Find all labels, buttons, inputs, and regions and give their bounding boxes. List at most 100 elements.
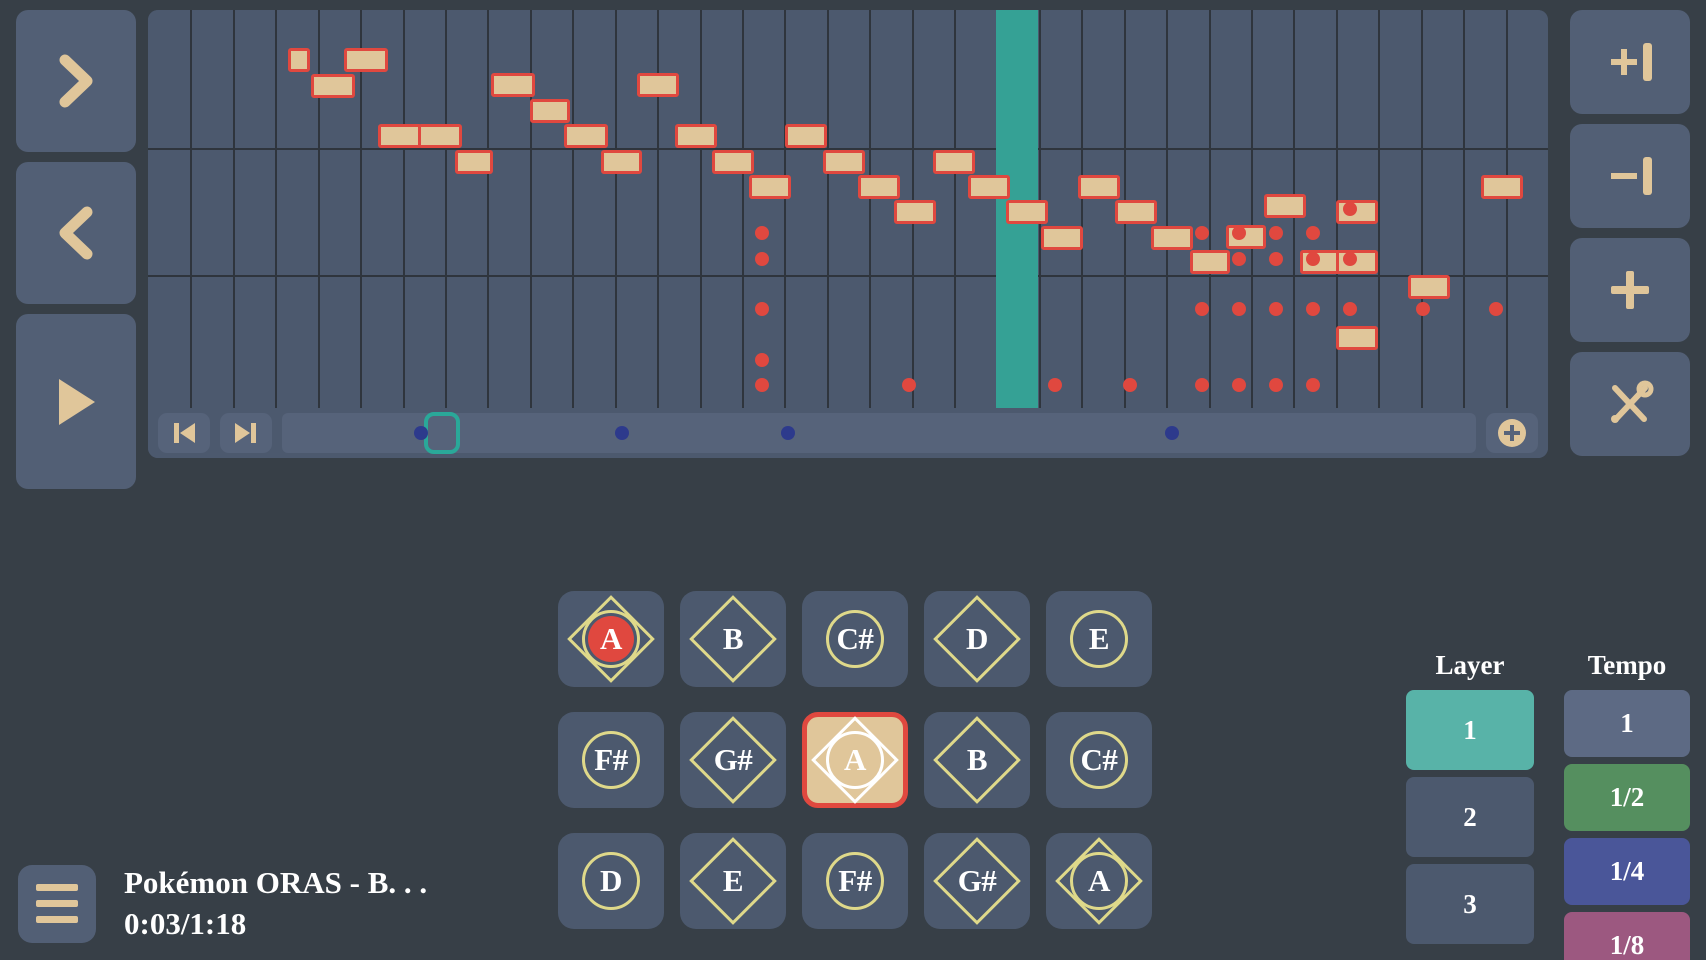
piano-roll-accent-dot[interactable] xyxy=(1269,378,1283,392)
piano-roll-note[interactable] xyxy=(1336,250,1378,274)
piano-roll-note[interactable] xyxy=(491,73,535,97)
piano-roll-note[interactable] xyxy=(1336,326,1378,350)
piano-roll[interactable] xyxy=(148,10,1548,458)
piano-roll-accent-dot[interactable] xyxy=(1232,226,1246,240)
add-note-button[interactable] xyxy=(1570,238,1690,342)
tempo-option-1-8[interactable]: 1/8 xyxy=(1564,912,1690,960)
layer-option-3[interactable]: 3 xyxy=(1406,864,1534,944)
hamburger-menu-button[interactable] xyxy=(18,864,96,943)
piano-roll-note[interactable] xyxy=(823,150,865,174)
note-key-csharp-9[interactable]: C# xyxy=(1046,712,1152,808)
tools-button[interactable] xyxy=(1570,352,1690,456)
piano-roll-note[interactable] xyxy=(344,48,388,72)
piano-roll-accent-dot[interactable] xyxy=(1195,226,1209,240)
piano-roll-accent-dot[interactable] xyxy=(902,378,916,392)
piano-roll-note[interactable] xyxy=(530,99,570,123)
piano-roll-accent-dot[interactable] xyxy=(1306,252,1320,266)
note-key-b-1[interactable]: B xyxy=(680,591,786,687)
note-key-b-8[interactable]: B xyxy=(924,712,1030,808)
note-key-fsharp-5[interactable]: F# xyxy=(558,712,664,808)
page-marker[interactable] xyxy=(615,426,629,440)
piano-roll-accent-dot[interactable] xyxy=(1306,302,1320,316)
piano-roll-note[interactable] xyxy=(1336,200,1378,224)
piano-roll-note[interactable] xyxy=(378,124,422,148)
piano-roll-accent-dot[interactable] xyxy=(1343,202,1357,216)
piano-roll-accent-dot[interactable] xyxy=(755,353,769,367)
piano-roll-note[interactable] xyxy=(933,150,975,174)
piano-roll-note[interactable] xyxy=(601,150,642,174)
skip-to-end-button[interactable] xyxy=(220,413,272,453)
piano-roll-accent-dot[interactable] xyxy=(1343,302,1357,316)
page-cursor[interactable] xyxy=(424,412,460,454)
note-key-gsharp-6[interactable]: G# xyxy=(680,712,786,808)
add-bar-button[interactable] xyxy=(1570,10,1690,114)
page-track[interactable] xyxy=(282,412,1476,454)
piano-roll-accent-dot[interactable] xyxy=(1123,378,1137,392)
page-marker[interactable] xyxy=(414,426,428,440)
tempo-option-1-4[interactable]: 1/4 xyxy=(1564,838,1690,905)
piano-roll-accent-dot[interactable] xyxy=(755,252,769,266)
piano-roll-note[interactable] xyxy=(1078,175,1120,199)
piano-roll-accent-dot[interactable] xyxy=(1416,302,1430,316)
piano-roll-note[interactable] xyxy=(1006,200,1048,224)
piano-roll-note[interactable] xyxy=(455,150,493,174)
page-marker[interactable] xyxy=(1165,426,1179,440)
piano-roll-note[interactable] xyxy=(1481,175,1523,199)
next-page-button[interactable] xyxy=(16,10,136,152)
piano-roll-accent-dot[interactable] xyxy=(1232,252,1246,266)
note-key-fsharp-12[interactable]: F# xyxy=(802,833,908,929)
piano-roll-accent-dot[interactable] xyxy=(1195,302,1209,316)
piano-roll-accent-dot[interactable] xyxy=(1232,302,1246,316)
piano-roll-note[interactable] xyxy=(968,175,1010,199)
piano-roll-note[interactable] xyxy=(311,74,355,98)
piano-roll-accent-dot[interactable] xyxy=(1195,378,1209,392)
piano-roll-accent-dot[interactable] xyxy=(1343,252,1357,266)
layer-option-1[interactable]: 1 xyxy=(1406,690,1534,770)
piano-roll-accent-dot[interactable] xyxy=(755,226,769,240)
page-marker[interactable] xyxy=(781,426,795,440)
piano-roll-note[interactable] xyxy=(1190,250,1230,274)
tempo-option-1[interactable]: 1 xyxy=(1564,690,1690,757)
piano-roll-accent-dot[interactable] xyxy=(1232,378,1246,392)
piano-roll-accent-dot[interactable] xyxy=(1269,252,1283,266)
note-key-a-7[interactable]: A xyxy=(802,712,908,808)
piano-roll-note[interactable] xyxy=(288,48,310,72)
piano-roll-accent-dot[interactable] xyxy=(1048,378,1062,392)
piano-roll-note[interactable] xyxy=(785,124,827,148)
note-key-a-0[interactable]: A xyxy=(558,591,664,687)
prev-page-button[interactable] xyxy=(16,162,136,304)
piano-roll-note[interactable] xyxy=(1408,275,1450,299)
piano-roll-accent-dot[interactable] xyxy=(755,302,769,316)
play-button[interactable] xyxy=(16,314,136,489)
piano-roll-note[interactable] xyxy=(564,124,608,148)
piano-roll-grid[interactable] xyxy=(148,10,1548,408)
piano-roll-accent-dot[interactable] xyxy=(1269,226,1283,240)
piano-roll-note[interactable] xyxy=(749,175,791,199)
piano-roll-accent-dot[interactable] xyxy=(1306,378,1320,392)
piano-roll-note[interactable] xyxy=(1264,194,1306,218)
skip-to-start-button[interactable] xyxy=(158,413,210,453)
note-key-a-14[interactable]: A xyxy=(1046,833,1152,929)
piano-roll-note[interactable] xyxy=(1041,226,1083,250)
note-key-e-4[interactable]: E xyxy=(1046,591,1152,687)
piano-roll-accent-dot[interactable] xyxy=(755,378,769,392)
add-page-button[interactable] xyxy=(1486,413,1538,453)
layer-option-2[interactable]: 2 xyxy=(1406,777,1534,857)
tempo-option-1-2[interactable]: 1/2 xyxy=(1564,764,1690,831)
piano-roll-note[interactable] xyxy=(637,73,679,97)
piano-roll-accent-dot[interactable] xyxy=(1306,226,1320,240)
piano-roll-note[interactable] xyxy=(1151,226,1193,250)
piano-roll-accent-dot[interactable] xyxy=(1269,302,1283,316)
note-key-d-3[interactable]: D xyxy=(924,591,1030,687)
piano-roll-note[interactable] xyxy=(894,200,936,224)
note-key-csharp-2[interactable]: C# xyxy=(802,591,908,687)
piano-roll-note[interactable] xyxy=(418,124,462,148)
note-key-gsharp-13[interactable]: G# xyxy=(924,833,1030,929)
piano-roll-note[interactable] xyxy=(675,124,717,148)
note-key-d-10[interactable]: D xyxy=(558,833,664,929)
piano-roll-accent-dot[interactable] xyxy=(1489,302,1503,316)
remove-bar-button[interactable] xyxy=(1570,124,1690,228)
piano-roll-note[interactable] xyxy=(858,175,900,199)
note-key-e-11[interactable]: E xyxy=(680,833,786,929)
piano-roll-note[interactable] xyxy=(1115,200,1157,224)
